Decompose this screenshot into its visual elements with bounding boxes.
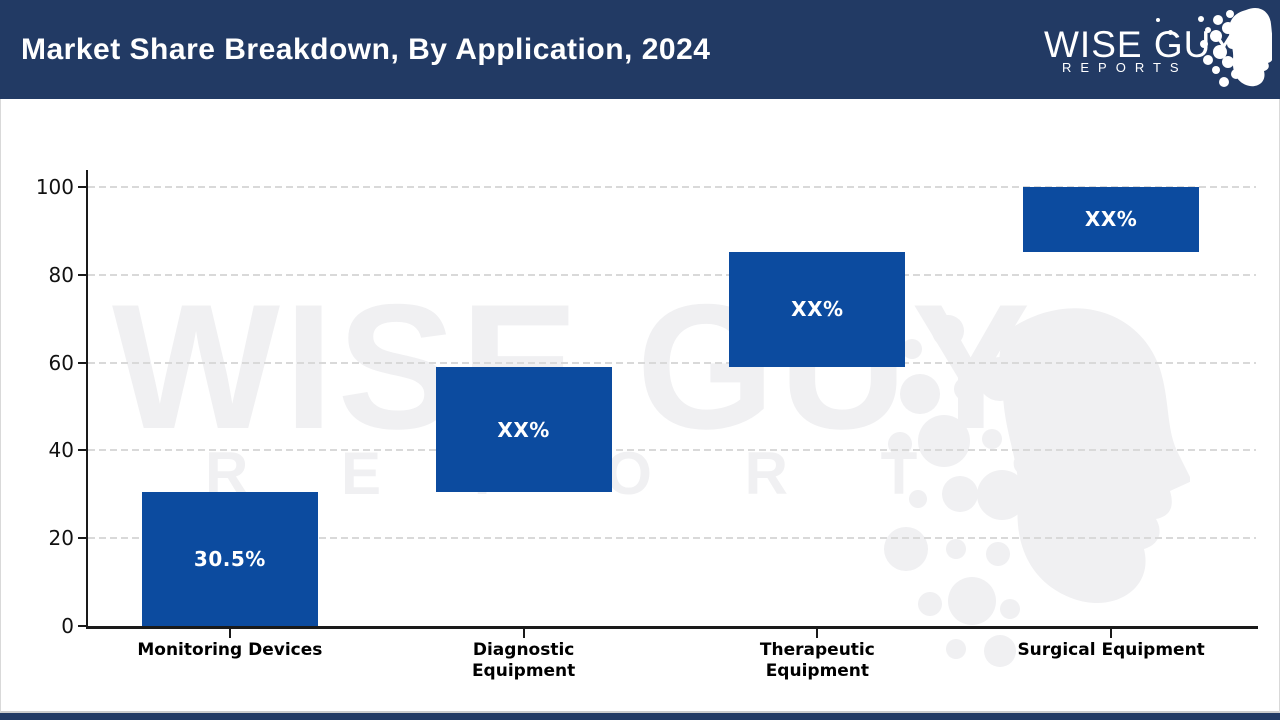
- logo-dot: [1198, 16, 1204, 22]
- x-axis-tick: [816, 629, 819, 638]
- gridline: [88, 361, 1256, 364]
- y-axis-tick: [78, 537, 87, 540]
- logo-reports-text: REPORTS: [1062, 60, 1188, 75]
- y-axis-tick-label: 60: [48, 350, 74, 375]
- logo-dot: [1168, 30, 1173, 35]
- waterfall-bar: XX%: [1023, 187, 1200, 252]
- category-label: Diagnostic Equipment: [471, 640, 576, 681]
- watermark-head-icon: [884, 308, 1190, 667]
- y-axis-tick: [78, 186, 87, 188]
- y-axis-tick-label: 20: [48, 526, 74, 551]
- y-axis-tick-label: 40: [48, 438, 74, 463]
- category-label: Monitoring Devices: [137, 640, 323, 660]
- waterfall-bar: XX%: [435, 366, 612, 493]
- logo-head-icon: [1200, 7, 1272, 87]
- waterfall-bar: XX%: [729, 251, 906, 367]
- y-axis-line: [86, 170, 88, 629]
- x-axis-tick: [1110, 629, 1113, 638]
- category-label: Therapeutic Equipment: [759, 640, 875, 681]
- x-axis-tick: [522, 629, 525, 638]
- wise-guy-reports-logo: WISE GUY REPORTS: [1012, 0, 1272, 99]
- header-bar: Market Share Breakdown, By Application, …: [0, 0, 1280, 99]
- page-title: Market Share Breakdown, By Application, …: [21, 32, 711, 66]
- bar-value-label: XX%: [791, 297, 844, 322]
- y-axis-tick: [78, 449, 87, 452]
- bar-value-label: 30.5%: [193, 547, 266, 572]
- y-axis-tick-label: 80: [48, 262, 74, 287]
- footer-bar: [0, 713, 1280, 720]
- x-axis-line: [86, 626, 1258, 629]
- y-axis-tick-label: 0: [61, 614, 74, 638]
- y-axis-tick-label: 100: [35, 175, 74, 199]
- waterfall-bar: 30.5%: [141, 492, 318, 626]
- bar-value-label: XX%: [1084, 207, 1138, 232]
- logo-dot: [1156, 18, 1160, 22]
- bar-value-label: XX%: [497, 417, 550, 442]
- gridline: [88, 186, 1256, 188]
- gridline: [88, 273, 1256, 276]
- x-axis-tick: [228, 629, 231, 638]
- y-axis-tick: [78, 273, 87, 276]
- gridline: [88, 449, 1256, 452]
- category-label: Surgical Equipment: [1017, 640, 1205, 660]
- gridline: [88, 537, 1256, 540]
- y-axis-tick: [78, 625, 87, 627]
- y-axis-tick: [78, 361, 87, 364]
